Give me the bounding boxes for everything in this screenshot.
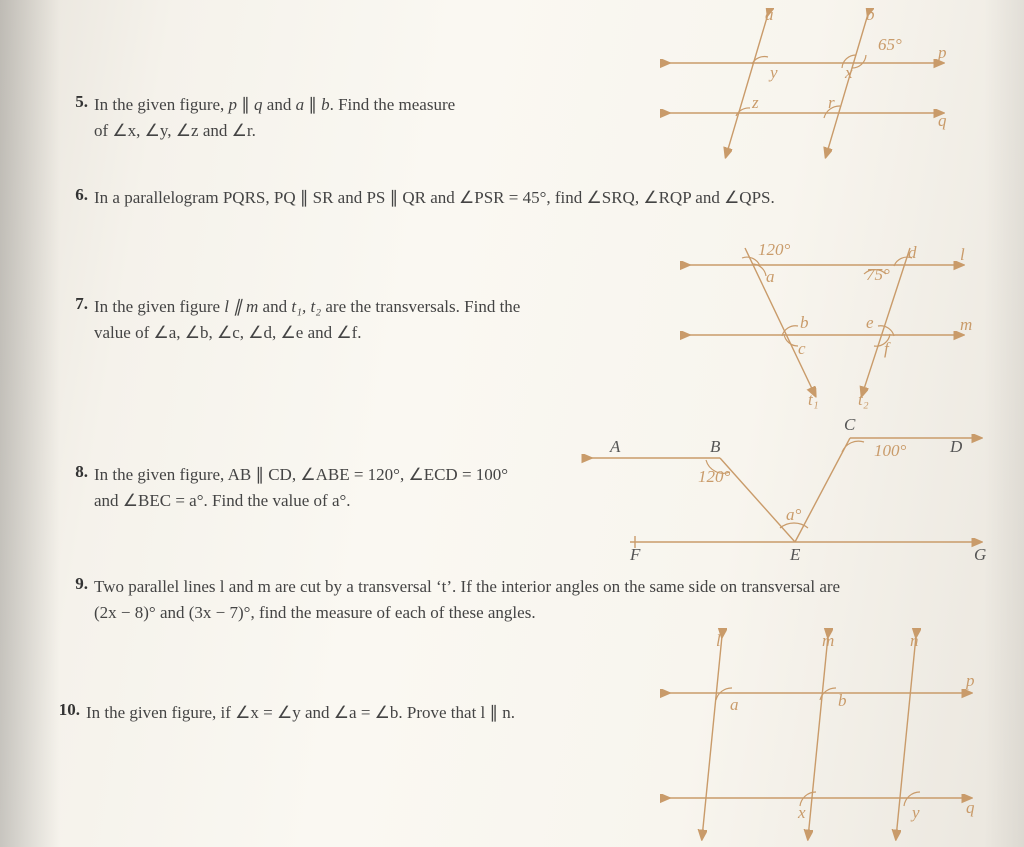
label-p: p [965,671,975,690]
label-r: r [828,93,835,112]
var: p [229,95,238,114]
sym: ∥ [241,95,250,114]
label-75: 75° [866,265,890,284]
var: b [321,95,330,114]
label-d: d [908,243,917,262]
label-p: p [937,43,947,62]
label-G: G [974,545,986,564]
sym: ∥ [308,95,317,114]
problem-body: In the given figure l ∥ m and t₁, t₂ are… [94,294,520,345]
label-F: F [629,545,641,564]
figure-8: A B C D E F G 120° 100° a° [580,410,990,570]
label-120: 120° [698,467,731,486]
problem-number: 8. [66,462,94,482]
text: In a parallelogram PQRS, PQ ∥ SR and PS … [94,188,775,207]
problem-number: 10. [58,700,86,720]
problem-8: 8. In the given figure, AB ∥ CD, ∠ABE = … [66,462,606,513]
label-e: e [866,313,874,332]
label-a: a [730,695,739,714]
label-l: l [716,631,721,650]
problem-6: 6. In a parallelogram PQRS, PQ ∥ SR and … [66,185,976,211]
label-E: E [789,545,801,564]
var: q [254,95,263,114]
label-100: 100° [874,441,907,460]
label-m: m [822,631,834,650]
label-y: y [910,803,920,822]
var: a [296,95,305,114]
label-t2: t₂ [858,390,869,409]
text: and [258,297,291,316]
label-a: a [766,267,775,286]
label-a: a [765,8,774,24]
label-B: B [710,437,721,456]
label-b: b [866,8,875,24]
problem-body: In the given figure, p ∥ q and a ∥ b. Fi… [94,92,455,143]
problem-number: 5. [66,92,94,112]
text: In the given figure, AB ∥ CD, ∠ABE = 120… [94,465,508,484]
figure-10: l m n p q a b x y [660,628,990,843]
problem-body: Two parallel lines l and m are cut by a … [94,574,840,625]
label-y: y [768,63,778,82]
problem-9: 9. Two parallel lines l and m are cut by… [66,574,996,625]
text: In the given figure, [94,95,229,114]
figure-5: a b p q 65° x y z r [660,8,960,168]
label-q: q [938,111,947,130]
trans: t₁, t₂ [291,297,321,316]
label-120: 120° [758,240,791,259]
label-m: m [960,315,972,334]
text: of ∠x, ∠y, ∠z and ∠r. [94,121,256,140]
problem-10: 10. In the given figure, if ∠x = ∠y and … [58,700,618,726]
label-f: f [884,339,891,358]
problem-5: 5. In the given figure, p ∥ q and a ∥ b.… [66,92,626,143]
label-c: c [798,339,806,358]
label-65: 65° [878,35,902,54]
label-A: A [609,437,621,456]
label-n: n [910,631,919,650]
text: In the given figure [94,297,224,316]
label-x: x [797,803,806,822]
problem-number: 7. [66,294,94,314]
problem-body: In the given figure, AB ∥ CD, ∠ABE = 120… [94,462,508,513]
label-z: z [751,93,759,112]
text: (2x − 8)° and (3x − 7)°, find the measur… [94,603,536,622]
text: Two parallel lines l and m are cut by a … [94,577,840,596]
label-t1: t₁ [808,390,819,409]
text: and [263,95,296,114]
problem-number: 9. [66,574,94,594]
problem-body: In a parallelogram PQRS, PQ ∥ SR and PS … [94,185,775,211]
label-x: x [844,63,853,82]
label-b: b [838,691,847,710]
text: are the transversals. Find the [321,297,520,316]
label-a: a° [786,505,802,524]
label-b: b [800,313,809,332]
text: . Find the measure [330,95,456,114]
label-D: D [949,437,963,456]
label-q: q [966,798,975,817]
rel: l ∥ m [224,297,258,316]
problem-body: In the given figure, if ∠x = ∠y and ∠a =… [86,700,515,726]
problem-number: 6. [66,185,94,205]
text: value of ∠a, ∠b, ∠c, ∠d, ∠e and ∠f. [94,323,362,342]
text: and ∠BEC = a°. Find the value of a°. [94,491,351,510]
label-l: l [960,245,965,264]
problem-7: 7. In the given figure l ∥ m and t₁, t₂ … [66,294,666,345]
label-C: C [844,415,856,434]
figure-7: 120° 75° a d b e c f l m t₁ t₂ [680,230,980,410]
text: In the given figure, if ∠x = ∠y and ∠a =… [86,703,515,722]
